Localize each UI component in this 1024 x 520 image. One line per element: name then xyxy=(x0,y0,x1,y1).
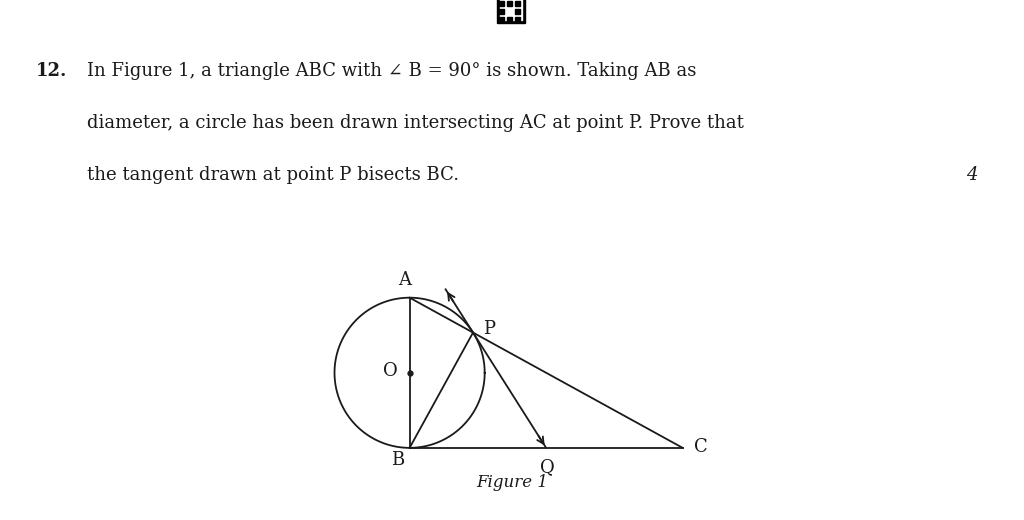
Bar xyxy=(515,17,520,22)
Text: Q: Q xyxy=(540,458,555,476)
Text: P: P xyxy=(482,320,495,338)
Text: In Figure 1, a triangle ABC with ∠ B = 90° is shown. Taking AB as: In Figure 1, a triangle ABC with ∠ B = 9… xyxy=(87,62,696,81)
Bar xyxy=(499,17,504,22)
Text: B: B xyxy=(391,451,403,469)
Bar xyxy=(500,0,522,20)
Bar xyxy=(499,1,504,6)
Bar xyxy=(515,1,520,6)
Bar xyxy=(507,17,512,22)
Text: A: A xyxy=(397,271,411,289)
Text: diameter, a circle has been drawn intersecting AC at point P. Prove that: diameter, a circle has been drawn inters… xyxy=(87,114,743,133)
Bar xyxy=(499,9,504,14)
Text: C: C xyxy=(694,437,708,456)
Text: the tangent drawn at point P bisects BC.: the tangent drawn at point P bisects BC. xyxy=(87,166,459,185)
Text: 4: 4 xyxy=(967,166,978,185)
Text: O: O xyxy=(383,362,397,381)
Bar xyxy=(515,9,520,14)
Bar xyxy=(507,1,512,6)
Bar xyxy=(497,0,525,23)
Text: Figure 1: Figure 1 xyxy=(476,474,548,491)
Text: 12.: 12. xyxy=(36,62,68,81)
